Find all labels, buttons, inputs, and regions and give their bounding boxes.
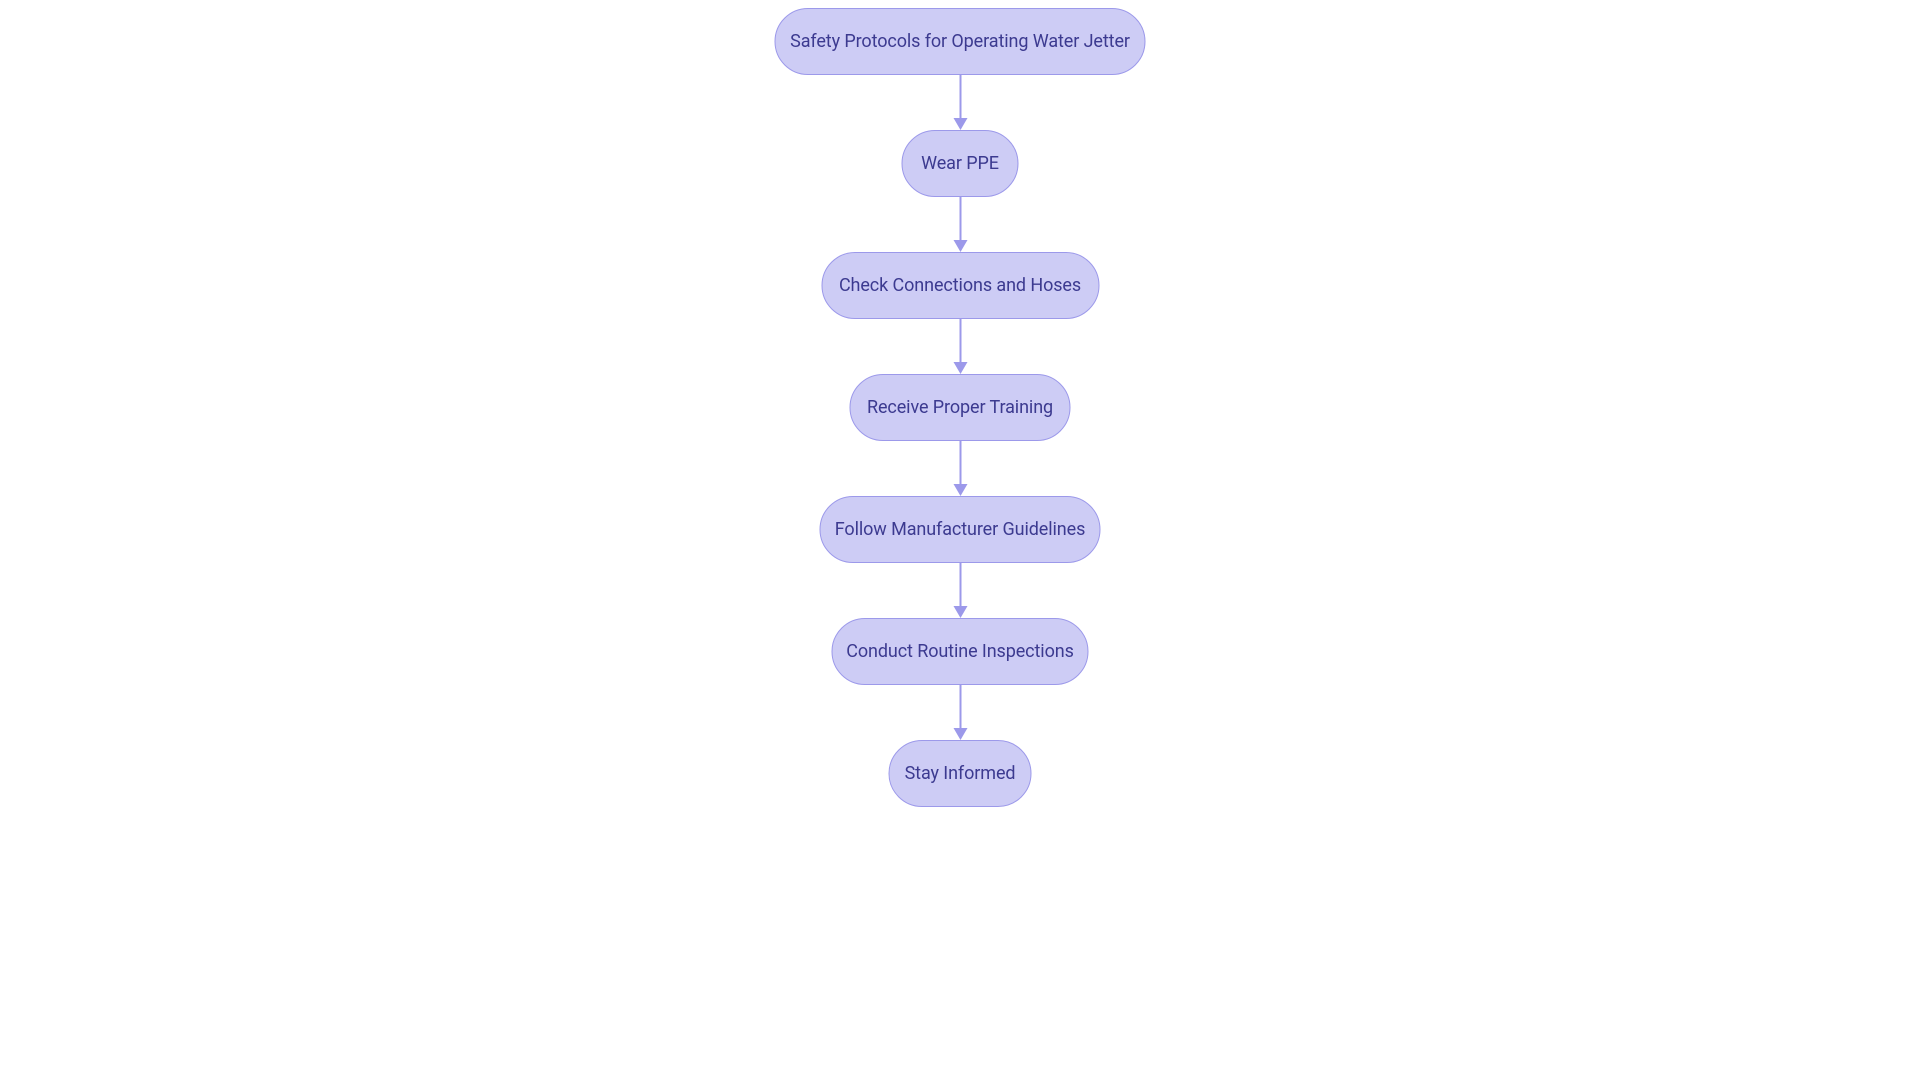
flowchart-container: Safety Protocols for Operating Water Jet… <box>775 8 1146 807</box>
flowchart-node: Follow Manufacturer Guidelines <box>820 496 1101 563</box>
arrow-head-icon <box>953 728 967 740</box>
flowchart-node: Conduct Routine Inspections <box>832 618 1089 685</box>
node-label: Receive Proper Training <box>867 397 1053 418</box>
arrow-head-icon <box>953 240 967 252</box>
arrow-line <box>959 197 961 241</box>
arrow-head-icon <box>953 362 967 374</box>
arrow <box>953 75 967 130</box>
arrow-head-icon <box>953 484 967 496</box>
arrow <box>953 319 967 374</box>
flowchart-node: Wear PPE <box>902 130 1019 197</box>
flowchart-node: Receive Proper Training <box>850 374 1071 441</box>
arrow <box>953 685 967 740</box>
arrow-head-icon <box>953 606 967 618</box>
arrow <box>953 197 967 252</box>
node-label: Follow Manufacturer Guidelines <box>835 519 1086 540</box>
arrow-line <box>959 685 961 729</box>
arrow-line <box>959 319 961 363</box>
node-label: Safety Protocols for Operating Water Jet… <box>790 31 1130 52</box>
arrow-line <box>959 75 961 119</box>
arrow-line <box>959 441 961 485</box>
node-label: Conduct Routine Inspections <box>846 641 1074 662</box>
arrow <box>953 563 967 618</box>
flowchart-node: Check Connections and Hoses <box>821 252 1099 319</box>
node-label: Wear PPE <box>921 153 999 174</box>
arrow-head-icon <box>953 118 967 130</box>
node-label: Stay Informed <box>905 763 1016 784</box>
arrow-line <box>959 563 961 607</box>
arrow <box>953 441 967 496</box>
flowchart-node: Stay Informed <box>889 740 1032 807</box>
flowchart-node: Safety Protocols for Operating Water Jet… <box>775 8 1146 75</box>
node-label: Check Connections and Hoses <box>839 275 1081 296</box>
